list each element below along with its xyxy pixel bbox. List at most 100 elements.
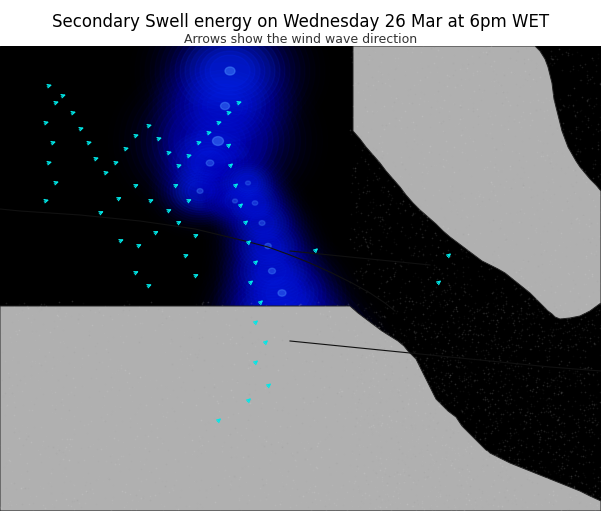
Ellipse shape [213,183,257,219]
Ellipse shape [260,301,296,331]
Ellipse shape [200,47,260,95]
Ellipse shape [235,297,345,385]
Ellipse shape [228,181,282,225]
Ellipse shape [241,192,269,214]
Ellipse shape [221,161,275,205]
Ellipse shape [229,197,295,249]
Ellipse shape [147,84,290,198]
Ellipse shape [185,179,215,203]
Ellipse shape [168,101,267,180]
Ellipse shape [255,298,300,334]
Ellipse shape [162,56,288,156]
Ellipse shape [233,185,277,221]
Ellipse shape [160,15,300,127]
Ellipse shape [224,314,367,428]
Ellipse shape [195,151,225,175]
Ellipse shape [254,378,316,428]
Ellipse shape [213,136,224,146]
Ellipse shape [205,51,255,91]
Ellipse shape [246,264,318,322]
Ellipse shape [251,336,339,406]
Text: Arrows show the wind wave direction: Arrows show the wind wave direction [184,33,417,46]
Ellipse shape [161,124,259,202]
Ellipse shape [229,358,341,448]
Ellipse shape [215,185,255,217]
Ellipse shape [252,201,258,205]
Ellipse shape [236,188,274,218]
Ellipse shape [232,217,304,274]
Ellipse shape [233,199,237,203]
Ellipse shape [173,169,227,213]
Ellipse shape [245,228,291,264]
Ellipse shape [170,23,290,119]
Ellipse shape [176,172,224,210]
Ellipse shape [233,280,323,352]
Ellipse shape [157,92,278,190]
Ellipse shape [172,133,248,193]
Ellipse shape [190,39,270,103]
Text: Secondary Swell energy on Wednesday 26 Mar at 6pm WET: Secondary Swell energy on Wednesday 26 M… [52,13,549,31]
Ellipse shape [180,31,280,111]
Ellipse shape [235,201,289,245]
Ellipse shape [244,208,280,238]
Ellipse shape [251,294,305,338]
Ellipse shape [188,145,233,181]
Ellipse shape [242,261,322,325]
Ellipse shape [239,190,272,216]
Ellipse shape [218,187,252,215]
Ellipse shape [230,251,334,335]
Ellipse shape [269,268,275,274]
Ellipse shape [241,368,329,438]
Ellipse shape [171,63,279,149]
Ellipse shape [228,167,268,199]
Ellipse shape [250,214,274,233]
Ellipse shape [226,194,298,252]
Ellipse shape [207,179,263,223]
Ellipse shape [241,206,283,240]
Ellipse shape [240,327,350,415]
Ellipse shape [273,312,282,319]
Ellipse shape [216,348,354,458]
Ellipse shape [215,266,341,366]
Ellipse shape [219,269,337,363]
Ellipse shape [244,194,266,212]
Ellipse shape [203,88,248,124]
Ellipse shape [229,318,361,424]
Ellipse shape [250,309,330,373]
Ellipse shape [248,373,323,433]
Ellipse shape [221,102,230,109]
Ellipse shape [258,274,306,312]
Ellipse shape [185,35,275,107]
Ellipse shape [225,67,235,75]
Ellipse shape [258,260,286,282]
Ellipse shape [182,177,218,205]
Ellipse shape [254,257,290,285]
Ellipse shape [195,43,265,99]
Ellipse shape [237,284,319,349]
Ellipse shape [273,354,317,388]
Ellipse shape [234,322,356,420]
Ellipse shape [231,169,266,197]
Ellipse shape [247,211,277,235]
Ellipse shape [245,332,344,411]
Ellipse shape [220,285,360,397]
Ellipse shape [230,293,350,389]
Ellipse shape [257,340,334,402]
Ellipse shape [223,163,273,203]
Ellipse shape [262,277,302,309]
Ellipse shape [184,142,236,184]
Ellipse shape [242,225,294,267]
Ellipse shape [290,366,300,376]
Ellipse shape [259,221,265,225]
Ellipse shape [252,233,284,259]
Ellipse shape [167,165,233,217]
Ellipse shape [176,136,244,190]
Ellipse shape [185,114,251,168]
Ellipse shape [267,349,323,393]
Ellipse shape [254,271,310,315]
Ellipse shape [236,220,300,272]
Ellipse shape [235,363,335,443]
Ellipse shape [234,254,330,332]
Ellipse shape [170,167,230,215]
Ellipse shape [204,338,366,468]
